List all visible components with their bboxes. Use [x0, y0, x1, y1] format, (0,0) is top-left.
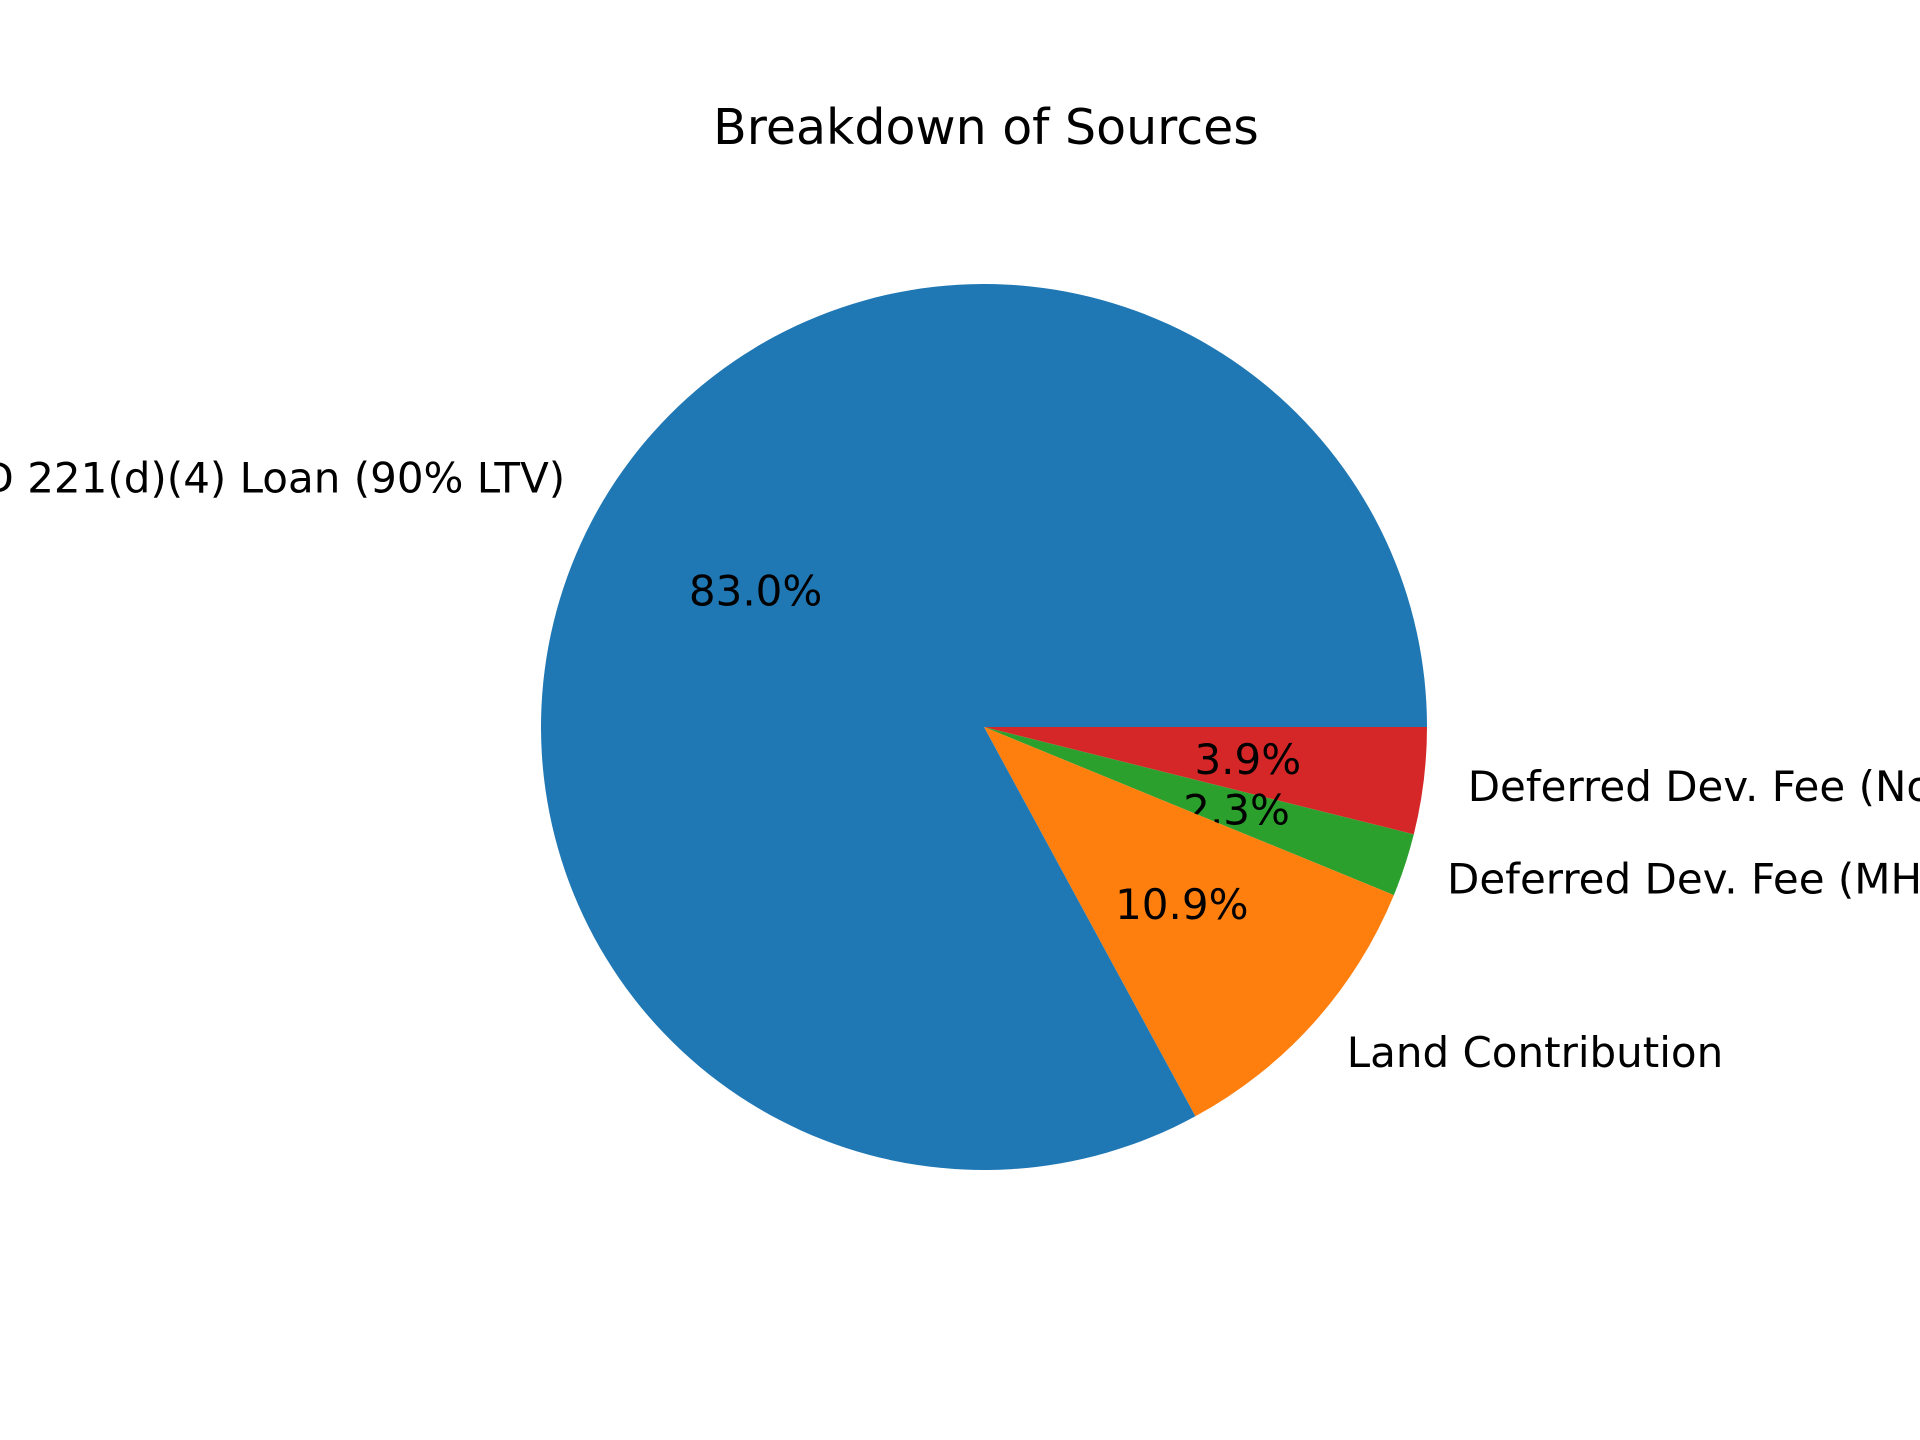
pie-slice-name-3: D 221(d)(4) Loan (90% LTV)	[0, 453, 565, 502]
pie-slice-0	[984, 727, 1427, 835]
pie-slice-name-2: Land Contribution	[1347, 1028, 1724, 1077]
pie-pct-label-2: 10.9%	[1115, 880, 1248, 929]
pie-slice-2	[984, 727, 1394, 1117]
chart-title: Breakdown of Sources	[713, 99, 1259, 156]
pie-pct-label-3: 83.0%	[689, 567, 822, 616]
pie-slice-name-1: Deferred Dev. Fee (MH	[1447, 854, 1920, 903]
pie-slice-name-0: Deferred Dev. Fee (No	[1468, 762, 1920, 811]
pie-slice-3	[541, 283, 1427, 1170]
pie-slice-1	[984, 727, 1414, 896]
pie-pct-label-0: 3.9%	[1194, 735, 1301, 784]
